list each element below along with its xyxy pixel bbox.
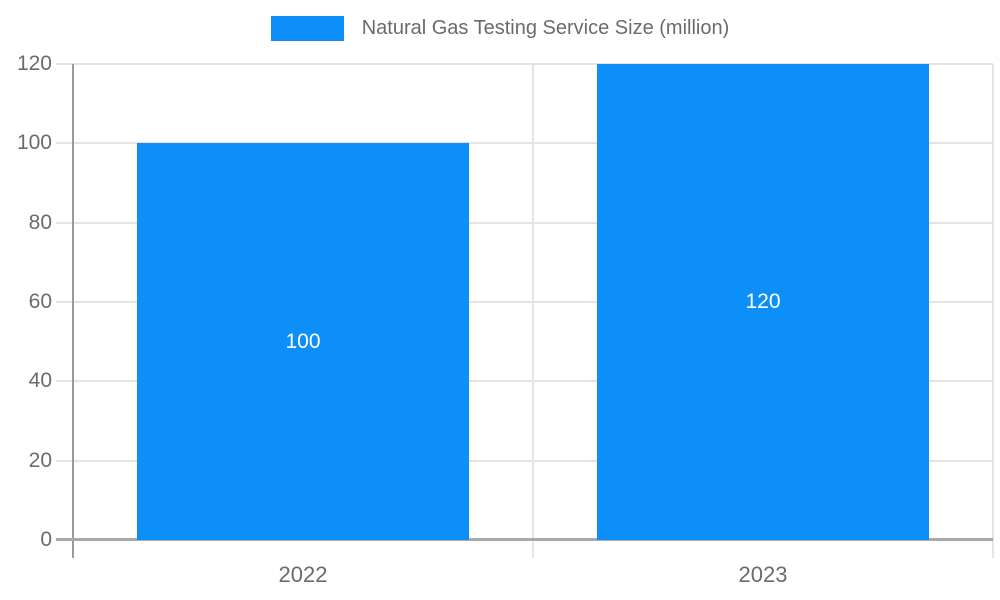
y-axis-tick-label: 20 [28,448,52,472]
gridline-y-60 [56,301,993,303]
gridline-y-40 [56,380,993,383]
legend-color-swatch [270,16,344,41]
bar-2022[interactable] [137,143,469,540]
category-divider [532,64,534,558]
y-axis-tick-label: 60 [28,290,52,313]
gridline-y-20 [56,459,993,462]
category-divider [992,64,994,558]
y-axis-line [72,64,74,558]
y-axis-tick-label: 40 [28,369,52,393]
plot-area: 0 20 40 60 80 100 120 100 2022 120 2023 [17,52,994,587]
x-axis-line [56,538,993,541]
gridline-y-80 [56,221,993,224]
bar-value-label: 100 [285,329,321,353]
gridline-y-120 [56,63,993,65]
x-axis-tick-label: 2023 [738,562,788,587]
gridline-y-100 [56,142,993,145]
legend-item[interactable]: Natural Gas Testing Service Size (millio… [270,16,730,41]
y-axis-tick-label: 100 [16,131,52,155]
x-axis-tick-label: 2022 [278,562,328,587]
y-axis-tick-label: 80 [28,210,52,234]
y-axis-tick-label: 0 [40,528,52,551]
bar-2023[interactable] [597,64,929,540]
bar-value-label: 120 [745,290,781,313]
y-axis-tick-label: 120 [16,52,52,75]
legend-label: Natural Gas Testing Service Size (millio… [361,17,730,39]
legend: Natural Gas Testing Service Size (millio… [0,16,1000,41]
